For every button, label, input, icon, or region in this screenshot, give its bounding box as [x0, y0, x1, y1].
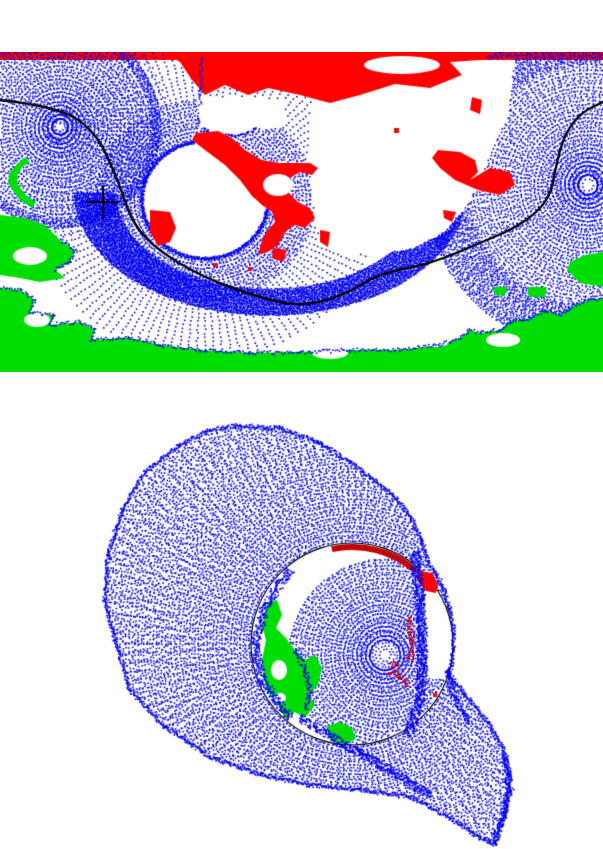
flat-map-panel [0, 52, 603, 372]
torus-3d-panel [0, 419, 603, 849]
torus-3d-canvas [0, 419, 603, 849]
flat-map-canvas [0, 52, 603, 372]
